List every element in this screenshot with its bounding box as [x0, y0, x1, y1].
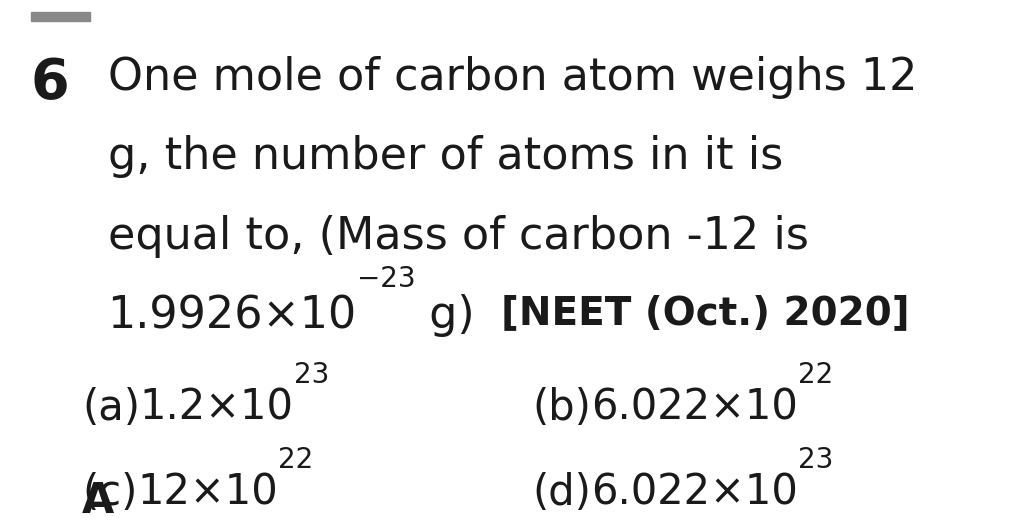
Text: 6: 6 [31, 56, 70, 110]
Text: (d): (d) [532, 472, 591, 514]
Text: 22: 22 [799, 361, 834, 390]
Text: One mole of carbon atom weighs 12: One mole of carbon atom weighs 12 [108, 56, 918, 99]
Text: A: A [82, 480, 114, 522]
Text: 23: 23 [799, 446, 834, 474]
Text: equal to, (Mass of carbon -12 is: equal to, (Mass of carbon -12 is [108, 215, 808, 258]
Text: 23: 23 [294, 361, 330, 390]
Text: (a): (a) [82, 387, 140, 429]
Text: g, the number of atoms in it is: g, the number of atoms in it is [108, 135, 782, 178]
Text: −23: −23 [356, 265, 416, 293]
Text: 12×10: 12×10 [137, 472, 279, 514]
Text: (c): (c) [82, 472, 137, 514]
Text: 22: 22 [279, 446, 313, 474]
Text: 6.022×10: 6.022×10 [591, 387, 799, 429]
Text: 6.022×10: 6.022×10 [591, 472, 799, 514]
Text: 1.2×10: 1.2×10 [140, 387, 294, 429]
Text: g): g) [416, 294, 475, 337]
Text: (b): (b) [532, 387, 591, 429]
Text: [NEET (Oct.) 2020]: [NEET (Oct.) 2020] [501, 294, 909, 332]
Text: 1.9926×10: 1.9926×10 [108, 294, 356, 337]
